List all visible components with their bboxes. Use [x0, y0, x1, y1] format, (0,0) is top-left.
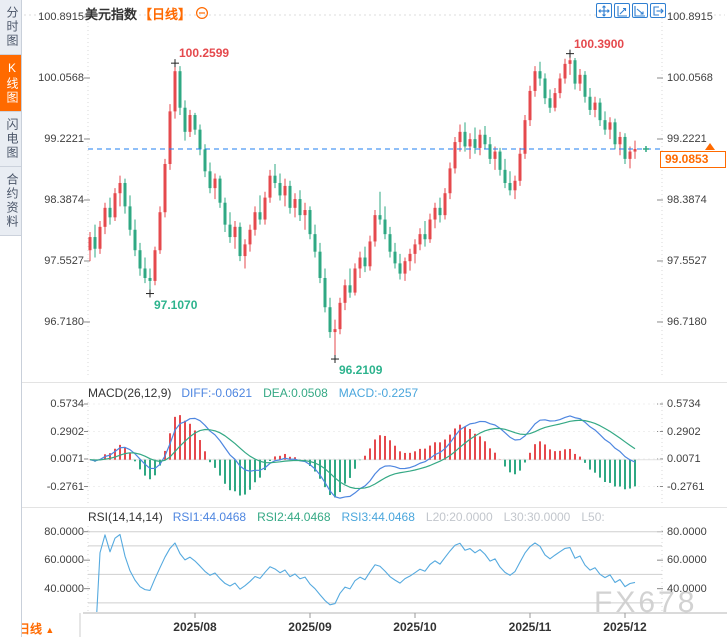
collapse-icon[interactable] [195, 6, 209, 20]
x-axis-month-label: 2025/11 [508, 620, 552, 634]
sidebar: 分时图 K线图 闪电图 合约资料 [0, 0, 22, 637]
low-price-annotation: 97.1070 [154, 297, 198, 312]
rsi-legend-item: L20:20.0000 [425, 510, 493, 524]
high-price-annotation: 100.2599 [179, 46, 230, 61]
price-y-axis-label-left: 100.8915 [38, 11, 84, 23]
macd-legend-item: DEA:0.0508 [263, 386, 328, 400]
divider-macd-rsi [22, 507, 727, 508]
rsi-title: RSI(14,14,14) [88, 510, 163, 524]
macd-y-axis-label-left: -0.2761 [46, 480, 84, 493]
rsi-legend-item: RSI3:44.0468 [341, 510, 415, 524]
chart-toolbar [594, 3, 666, 18]
low-price-annotation: 96.2109 [339, 363, 383, 378]
price-y-axis-label-right: 97.5527 [667, 254, 707, 267]
axis-scale-right-icon[interactable] [632, 3, 648, 18]
rsi-y-axis-label-right: 60.0000 [667, 554, 707, 567]
price-y-axis-label-right: 98.3874 [667, 193, 707, 206]
crosshair-move-icon[interactable] [596, 3, 612, 18]
high-price-annotation: 100.3900 [574, 36, 625, 51]
rsi-legend-item: RSI1:44.0468 [172, 510, 247, 524]
macd-y-axis-label-right: -0.2761 [667, 480, 705, 493]
price-y-axis-label-right: 100.0568 [667, 71, 713, 84]
macd-legend-item: DIFF:-0.0621 [181, 386, 253, 400]
macd-y-axis-label-left: 0.5734 [50, 398, 84, 410]
sidebar-tab-time-sharing-chart[interactable]: 分时图 [0, 0, 21, 55]
sidebar-tab-tick-chart[interactable]: 闪电图 [0, 112, 21, 167]
rsi-header: RSI(14,14,14) RSI1:44.0468 RSI2:44.0468 RS… [88, 509, 662, 525]
chart-title: 美元指数 【日线】 [85, 4, 209, 22]
x-axis-month-label: 2025/09 [288, 620, 332, 634]
sidebar-tab-contract-info[interactable]: 合约资料 [0, 167, 21, 236]
axis-scale-up-icon[interactable] [614, 3, 630, 18]
rsi-legend-item: L50: [581, 510, 605, 524]
rsi-y-axis-label-right: 80.0000 [667, 525, 707, 538]
current-price-badge: 99.0853 [660, 150, 726, 168]
macd-y-axis-label-right: 0.5734 [667, 398, 701, 410]
rsi-y-axis-label-left: 40.0000 [44, 582, 84, 595]
chevron-up-icon: ▲ [45, 625, 55, 635]
symbol-name: 美元指数 [85, 6, 138, 22]
period-selector[interactable]: 日线 ▲ [18, 620, 54, 637]
exit-chart-icon[interactable] [650, 3, 666, 18]
price-y-axis-label-right: 96.7180 [667, 315, 707, 328]
macd-y-axis-label-right: 0.2902 [667, 425, 701, 438]
price-y-axis-label-left: 100.0568 [38, 71, 84, 84]
period-tag: 【日线】 [139, 6, 192, 22]
rsi-legend-item: RSI2:44.0468 [257, 510, 331, 524]
price-y-axis-label-left: 99.2221 [44, 132, 84, 145]
macd-header: MACD(26,12,9) DIFF:-0.0621 DEA:0.0508 MACD… [88, 385, 662, 401]
price-y-axis-label-right: 100.8915 [667, 11, 713, 23]
period-selector-label: 日线 [18, 622, 43, 636]
macd-y-axis-label-right: 0.0071 [667, 453, 701, 465]
price-direction-arrow-icon [705, 142, 715, 150]
x-axis-month-label: 2025/08 [173, 620, 217, 634]
macd-y-axis-label-left: 0.2902 [50, 425, 84, 438]
x-axis-month-label: 2025/10 [393, 620, 437, 634]
price-y-axis-label-left: 96.7180 [44, 315, 84, 328]
rsi-y-axis-label-left: 60.0000 [44, 554, 84, 567]
macd-legend-item: MACD:-0.2257 [338, 386, 419, 400]
rsi-y-axis-label-left: 80.0000 [44, 525, 84, 538]
macd-y-axis-label-left: 0.0071 [50, 453, 84, 465]
price-y-axis-label-right: 99.2221 [667, 132, 707, 145]
rsi-y-axis-label-right: 40.0000 [667, 582, 707, 595]
x-axis-month-label: 2025/12 [603, 620, 647, 634]
price-y-axis-label-left: 97.5527 [44, 254, 84, 267]
macd-title: MACD(26,12,9) [88, 386, 172, 400]
price-y-axis-label-left: 98.3874 [44, 193, 84, 206]
sidebar-tab-kline-chart[interactable]: K线图 [0, 55, 21, 112]
rsi-legend-item: L30:30.0000 [503, 510, 571, 524]
divider-main-macd [22, 382, 727, 383]
